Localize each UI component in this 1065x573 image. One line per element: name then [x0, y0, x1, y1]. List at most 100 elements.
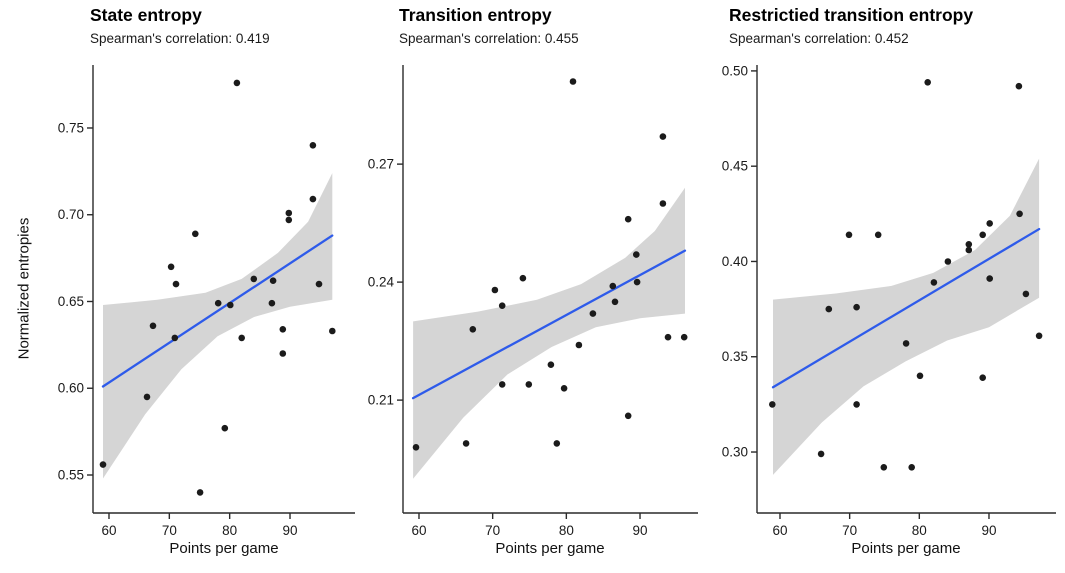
- data-point: [902, 340, 910, 347]
- data-point: [149, 322, 157, 330]
- y-tick-label: 0.24: [368, 275, 395, 290]
- data-point: [227, 301, 234, 309]
- data-point: [233, 79, 241, 87]
- panel-2-x-axis-title: Points per game: [495, 540, 605, 557]
- data-point: [329, 327, 336, 335]
- panel-2: 60 70 80 90 0.21 0.24 0.27: [368, 65, 698, 538]
- y-tick-label: 0.27: [368, 157, 394, 172]
- panel-3-x-axis-title: Points per game: [851, 540, 961, 557]
- data-point: [172, 280, 180, 288]
- data-point: [214, 299, 222, 307]
- data-point: [609, 282, 617, 290]
- panel-1-subtitle: Spearman's correlation: 0.419: [90, 31, 270, 46]
- data-point: [553, 440, 561, 447]
- x-tick-label: 70: [842, 523, 857, 538]
- data-point: [633, 278, 641, 286]
- data-point: [944, 258, 952, 265]
- x-tick-label: 70: [485, 523, 500, 538]
- data-point: [874, 231, 882, 239]
- y-tick-label: 0.45: [722, 159, 748, 174]
- data-point: [238, 334, 245, 342]
- x-tick-label: 60: [411, 523, 426, 538]
- data-point: [624, 412, 632, 420]
- y-tick-label: 0.40: [722, 254, 748, 269]
- x-tick-label: 60: [101, 523, 116, 538]
- data-point: [853, 401, 860, 408]
- data-point: [965, 246, 973, 254]
- data-point: [547, 361, 555, 369]
- data-point: [171, 334, 179, 342]
- data-point: [659, 133, 667, 140]
- y-tick-label: 0.55: [58, 468, 84, 483]
- confidence-band: [413, 187, 685, 479]
- x-tick-label: 90: [981, 523, 996, 538]
- regression-line: [771, 227, 1041, 389]
- y-tick-label: 0.21: [368, 393, 394, 408]
- x-tick-label: 90: [633, 523, 648, 538]
- data-point: [525, 381, 533, 388]
- data-point: [986, 275, 993, 282]
- y-tick-label: 0.35: [722, 349, 748, 364]
- panel-1-x-axis-title: Points per game: [169, 540, 279, 557]
- y-tick-label: 0.65: [58, 294, 84, 309]
- y-axis-title: Normalized entropies: [15, 217, 33, 360]
- data-point: [611, 298, 619, 306]
- data-point: [979, 374, 986, 382]
- data-point: [269, 277, 277, 285]
- data-point: [221, 424, 229, 432]
- x-tick-label: 70: [162, 523, 177, 538]
- data-point: [279, 326, 287, 333]
- data-point: [469, 326, 477, 333]
- y-tick-label: 0.50: [722, 63, 748, 78]
- data-point: [569, 78, 577, 85]
- x-tick-label: 80: [912, 523, 927, 538]
- data-point: [589, 310, 597, 317]
- y-tick-label: 0.70: [58, 207, 84, 222]
- data-point: [315, 280, 323, 288]
- regression-line: [411, 249, 687, 400]
- data-point: [624, 215, 632, 223]
- data-point: [279, 350, 287, 357]
- data-point: [268, 299, 276, 307]
- panel-3-subtitle: Spearman's correlation: 0.452: [729, 31, 909, 46]
- panel-1: 60 70 80 90 0.55 0.60 0.65 0.70 0.75: [58, 65, 355, 538]
- data-point: [908, 464, 915, 471]
- data-point: [633, 251, 640, 258]
- data-point: [924, 79, 931, 86]
- y-tick-label: 0.30: [722, 445, 748, 460]
- panel-2-title: Transition entropy: [399, 5, 552, 25]
- data-point: [412, 444, 420, 451]
- data-point: [853, 303, 860, 311]
- x-tick-label: 60: [772, 523, 787, 538]
- data-point: [845, 231, 853, 239]
- data-point: [285, 209, 293, 217]
- data-point: [498, 381, 506, 388]
- data-point: [916, 372, 924, 380]
- data-point: [491, 286, 499, 294]
- data-point: [560, 385, 568, 392]
- confidence-band: [103, 173, 333, 479]
- y-tick-label: 0.75: [58, 120, 84, 135]
- data-point: [1022, 290, 1030, 298]
- data-point: [664, 333, 672, 341]
- panel-2-subtitle: Spearman's correlation: 0.455: [399, 31, 579, 46]
- data-point: [99, 461, 107, 468]
- data-point: [769, 401, 776, 408]
- data-point: [965, 241, 973, 248]
- data-point: [1015, 82, 1023, 90]
- panel-3: 60 70 80 90 0.30 0.35 0.40 0.45 0.50: [722, 63, 1056, 538]
- data-point: [285, 216, 293, 224]
- panel-1-title: State entropy: [90, 5, 202, 25]
- data-point: [196, 489, 204, 496]
- data-point: [143, 393, 151, 401]
- data-point: [979, 231, 986, 239]
- x-tick-label: 90: [282, 523, 297, 538]
- data-point: [880, 464, 888, 471]
- data-point: [519, 274, 527, 282]
- data-point: [1035, 332, 1043, 340]
- data-point: [498, 302, 506, 310]
- data-point: [192, 230, 199, 238]
- data-point: [462, 440, 470, 447]
